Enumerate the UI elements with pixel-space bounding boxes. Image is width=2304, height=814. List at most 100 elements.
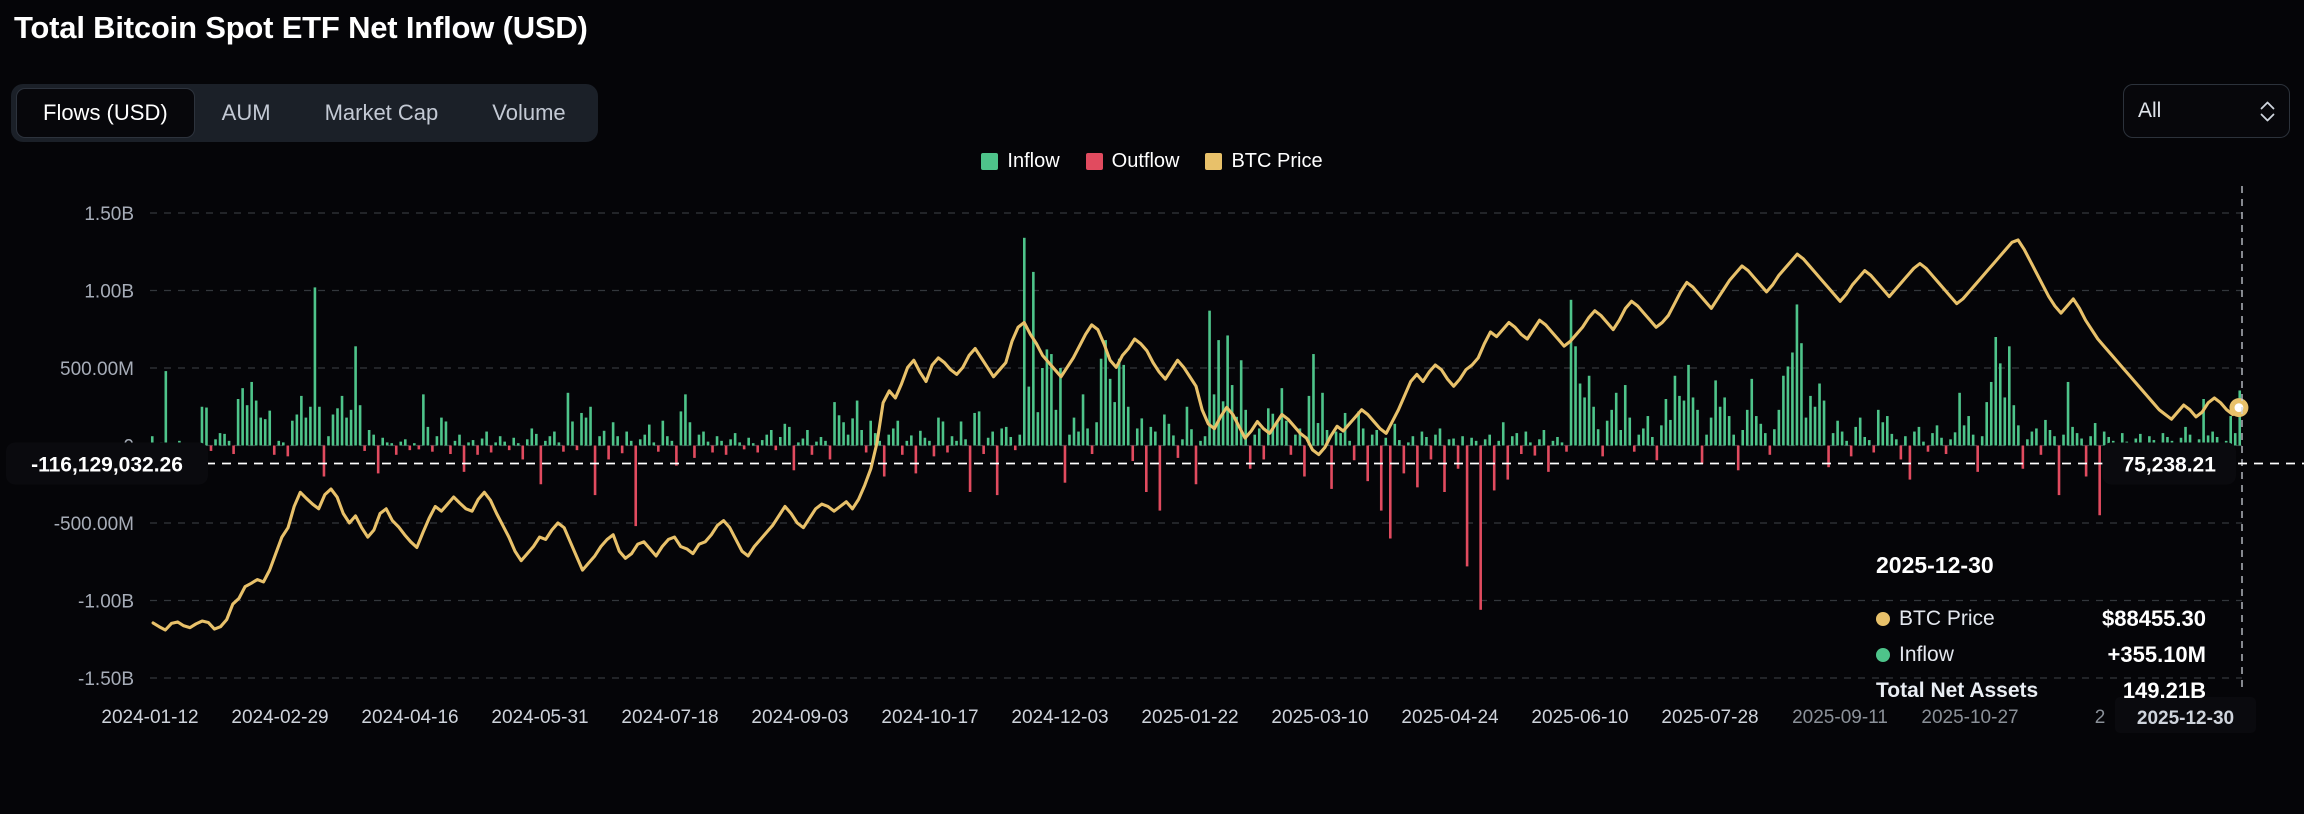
inflow-bar bbox=[616, 436, 619, 446]
inflow-bar bbox=[1678, 395, 1681, 446]
inflow-bar bbox=[1750, 378, 1754, 446]
inflow-bar bbox=[1813, 406, 1817, 446]
inflow-bar bbox=[1596, 429, 1600, 446]
outflow-bar bbox=[272, 445, 276, 455]
time-range-select[interactable]: All bbox=[2123, 84, 2290, 138]
inflow-bar bbox=[1727, 416, 1731, 446]
outflow-bar bbox=[408, 445, 412, 451]
inflow-bar bbox=[1998, 363, 2002, 446]
outflow-bar bbox=[286, 445, 290, 457]
outflow-bar bbox=[774, 445, 778, 451]
inflow-bar bbox=[1000, 428, 1004, 446]
inflow-bar bbox=[720, 440, 723, 446]
tab-aum[interactable]: AUM bbox=[195, 88, 298, 138]
outflow-bar bbox=[2057, 445, 2061, 496]
inflow-bar bbox=[1438, 428, 1442, 446]
inflow-bar bbox=[580, 412, 583, 446]
inflow-bar bbox=[2179, 437, 2183, 446]
inflow-bar bbox=[1610, 409, 1613, 446]
inflow-bar bbox=[2048, 430, 2052, 446]
inflow-bar bbox=[1086, 428, 1089, 446]
chevron-down-icon[interactable] bbox=[2260, 113, 2275, 122]
inflow-bar bbox=[1628, 417, 1632, 446]
inflow-bar bbox=[643, 434, 647, 446]
inflow-bar bbox=[1958, 392, 1961, 446]
tab-flows-usd[interactable]: Flows (USD) bbox=[16, 88, 195, 138]
inflow-bar bbox=[1777, 409, 1781, 446]
tab-volume[interactable]: Volume bbox=[465, 88, 592, 138]
outflow-bar bbox=[1655, 445, 1659, 461]
price-end-marker-center-icon bbox=[2234, 403, 2244, 413]
inflow-bar bbox=[629, 440, 633, 446]
inflow-bar bbox=[1004, 426, 1008, 446]
crosshair-right-value-label: 75,238.21 bbox=[2122, 454, 2216, 477]
chart-svg[interactable]: 1.50B1.00B500.00M0-500.00M-1.00B-1.50B-1… bbox=[0, 178, 2304, 814]
inflow-bar bbox=[941, 421, 945, 446]
inflow-bar bbox=[688, 422, 692, 446]
inflow-bar bbox=[218, 433, 222, 446]
legend-item-inflow-label: Inflow bbox=[1007, 150, 1060, 172]
outflow-bar bbox=[1944, 445, 1948, 455]
legend-item-outflow[interactable]: Outflow bbox=[1085, 150, 1180, 173]
inflow-bar bbox=[553, 431, 556, 446]
inflow-bar bbox=[2161, 433, 2165, 446]
inflow-bar bbox=[530, 428, 534, 446]
inflow-bar bbox=[1890, 433, 1894, 446]
x-axis-tick-label: 2024-04-16 bbox=[361, 707, 458, 728]
outflow-bar bbox=[431, 445, 434, 452]
inflow-bar bbox=[1041, 368, 1044, 446]
inflow-bar bbox=[1831, 433, 1835, 446]
inflow-bar bbox=[1524, 431, 1528, 446]
inflow-bar bbox=[349, 409, 353, 446]
inflow-bar bbox=[1059, 368, 1062, 446]
inflow-bar bbox=[788, 426, 791, 446]
outflow-bar bbox=[1158, 445, 1162, 511]
inflow-bar bbox=[1199, 440, 1202, 446]
inflow-bar bbox=[1637, 434, 1641, 446]
inflow-bar bbox=[1104, 340, 1107, 446]
inflow-bar bbox=[1867, 440, 1871, 446]
outflow-bar bbox=[376, 445, 380, 474]
inflow-bar bbox=[1339, 433, 1342, 446]
inflow-bar bbox=[1745, 409, 1749, 446]
tab-market-cap[interactable]: Market Cap bbox=[298, 88, 466, 138]
inflow-bar bbox=[1398, 440, 1401, 446]
inflow-bar bbox=[164, 371, 168, 446]
chevron-up-icon[interactable] bbox=[2260, 101, 2275, 110]
inflow-bar bbox=[1370, 434, 1374, 446]
legend-item-btc-price[interactable]: BTC Price bbox=[1205, 150, 1323, 173]
inflow-bar bbox=[1470, 437, 1473, 446]
inflow-bar bbox=[661, 420, 665, 446]
legend-item-outflow-label: Outflow bbox=[1111, 150, 1180, 172]
inflow-bar bbox=[1095, 422, 1098, 446]
inflow-bar bbox=[2026, 439, 2029, 446]
inflow-bar bbox=[1257, 428, 1261, 446]
inflow-bar bbox=[670, 440, 674, 446]
chart-plot-area[interactable]: 1.50B1.00B500.00M0-500.00M-1.00B-1.50B-1… bbox=[0, 178, 2304, 814]
inflow-bar bbox=[2120, 433, 2124, 446]
inflow-bar bbox=[2215, 436, 2219, 446]
x-axis-tick-label: 2025-06-10 bbox=[1531, 707, 1628, 728]
inflow-bar bbox=[1587, 375, 1591, 446]
inflow-bar bbox=[1163, 414, 1166, 446]
outflow-bar bbox=[1736, 445, 1740, 471]
inflow-bar bbox=[950, 436, 954, 446]
inflow-bar bbox=[403, 439, 407, 446]
inflow-bar bbox=[1099, 358, 1103, 446]
inflow-bar bbox=[1185, 406, 1189, 446]
inflow-bar bbox=[1023, 237, 1026, 446]
x-axis-tick-label: 2 bbox=[2095, 707, 2106, 728]
outflow-bar bbox=[449, 445, 452, 455]
inflow-bar bbox=[1009, 436, 1013, 446]
inflow-bar bbox=[2093, 423, 2097, 446]
inflow-bar bbox=[1714, 380, 1717, 446]
legend-item-inflow[interactable]: Inflow bbox=[981, 150, 1060, 173]
inflow-bar bbox=[937, 417, 940, 446]
inflow-bar bbox=[1384, 437, 1388, 446]
inflow-bar bbox=[1266, 408, 1270, 446]
inflow-bar bbox=[1510, 436, 1514, 446]
inflow-bar bbox=[738, 442, 741, 446]
inflow-bar bbox=[1619, 430, 1623, 446]
outflow-bar bbox=[1908, 445, 1912, 480]
